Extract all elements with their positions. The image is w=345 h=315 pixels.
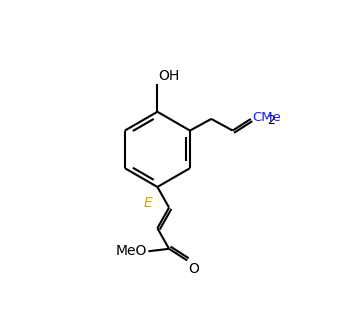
Text: E: E [144,196,153,210]
Text: CMe: CMe [252,111,281,124]
Text: O: O [188,262,199,276]
Text: MeO: MeO [116,244,147,258]
Text: OH: OH [159,69,180,83]
Text: 2: 2 [267,114,275,127]
